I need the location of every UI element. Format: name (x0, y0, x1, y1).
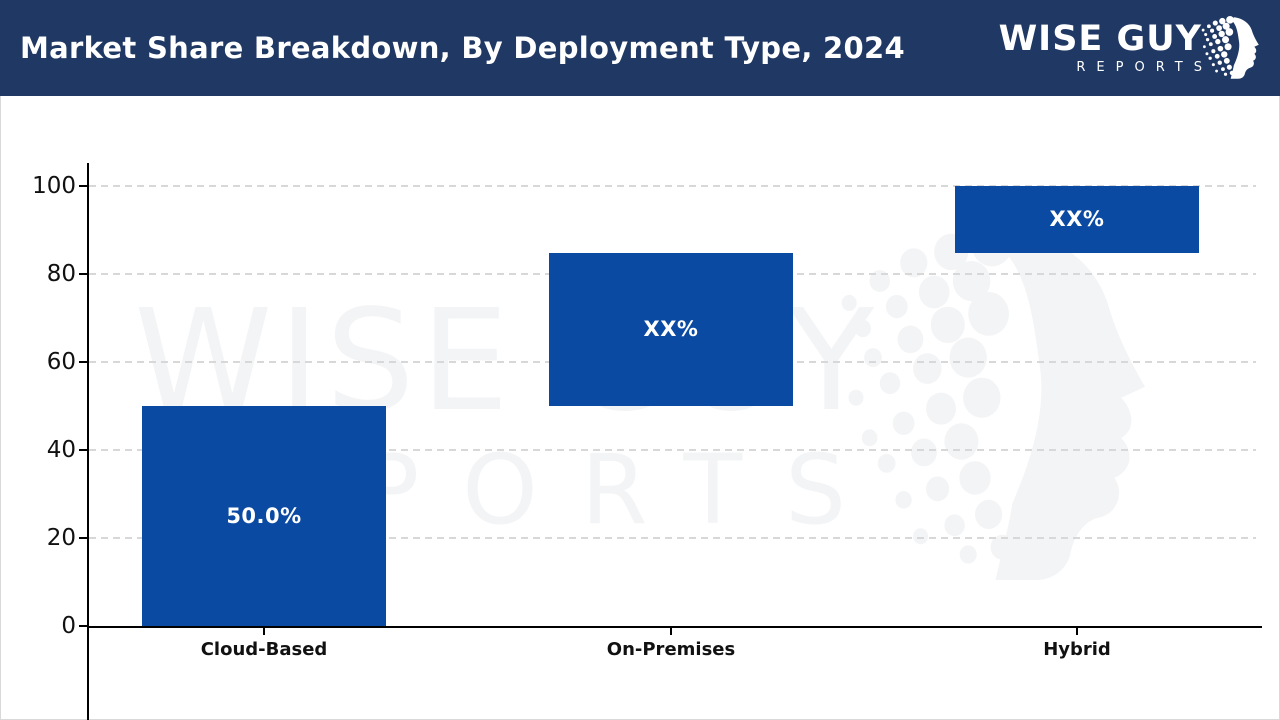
y-tick-label-0: 0 (61, 613, 76, 639)
bar-value-label: 50.0% (226, 504, 302, 528)
y-tick-label-40: 40 (46, 437, 76, 463)
y-tick-mark-100 (79, 185, 87, 187)
gridline-40 (89, 449, 1256, 451)
gridline-100 (89, 185, 1256, 187)
x-axis-line (87, 626, 1262, 628)
logo-wordmark: WISE GUY (998, 18, 1202, 59)
y-tick-mark-0 (79, 625, 87, 627)
x-axis-label-cloud-based: Cloud-Based (200, 639, 328, 660)
y-tick-mark-40 (79, 449, 87, 451)
x-axis-label-on-premises: On-Premises (606, 639, 736, 660)
y-tick-label-80: 80 (46, 261, 76, 287)
x-tick-mark-2 (1076, 628, 1078, 635)
logo-subtext: REPORTS (1076, 59, 1213, 75)
gridline-20 (89, 537, 1256, 539)
bar-value-label: XX% (643, 317, 699, 342)
x-tick-mark-1 (670, 628, 672, 635)
watermark-head-profile-icon (841, 230, 1145, 580)
y-tick-label-100: 100 (32, 173, 76, 199)
head-profile-icon (1201, 16, 1259, 79)
chart-area: WISE GUY REPORTS 0 20 40 60 80 100 50.0% XX% … (0, 96, 1280, 720)
bar-on-premises: XX% (549, 252, 793, 406)
bar-cloud-based: 50.0% (142, 406, 386, 626)
y-tick-mark-20 (79, 537, 87, 539)
bar-value-label: XX% (1049, 207, 1105, 232)
y-tick-mark-80 (79, 273, 87, 275)
y-tick-mark-60 (79, 361, 87, 363)
y-tick-label-20: 20 (46, 525, 76, 551)
logo-text: WISE GUY REPORTS (998, 18, 1202, 75)
bar-hybrid: XX% (955, 186, 1199, 253)
y-tick-label-60: 60 (46, 349, 76, 375)
header-banner: Market Share Breakdown, By Deployment Ty… (0, 0, 1280, 96)
wiseguy-logo: WISE GUY REPORTS (999, 9, 1262, 87)
page-title: Market Share Breakdown, By Deployment Ty… (20, 31, 905, 65)
x-tick-mark-0 (263, 628, 265, 635)
x-axis-label-hybrid: Hybrid (1043, 639, 1111, 660)
y-axis-line (87, 163, 89, 720)
